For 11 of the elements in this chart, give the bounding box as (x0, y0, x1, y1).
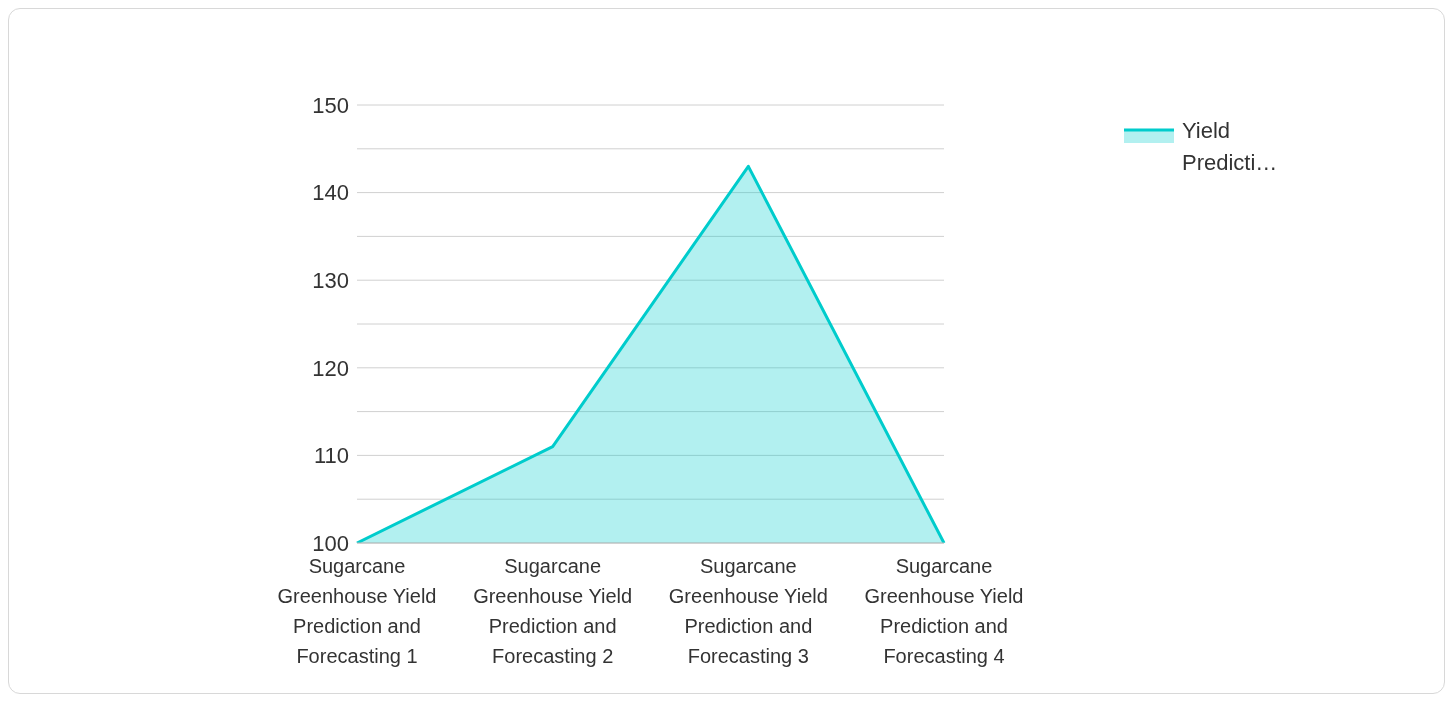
x-tick-label: Sugarcane Greenhouse Yield Prediction and Forecasting 2 (473, 555, 633, 667)
y-tick-label: 120 (312, 355, 349, 381)
legend-label: Yield Predicti… (1182, 117, 1279, 177)
y-tick-label: 140 (312, 180, 349, 206)
y-tick-label: 100 (312, 530, 349, 556)
x-tick-label: Sugarcane Greenhouse Yield Prediction and Forecasting 1 (277, 555, 437, 667)
y-tick-label: 150 (312, 92, 349, 118)
x-tick-label: Sugarcane Greenhouse Yield Prediction and Forecasting 3 (668, 555, 828, 667)
x-tick-label: Sugarcane Greenhouse Yield Prediction and Forecasting 4 (864, 555, 1024, 667)
y-tick-label: 110 (313, 443, 349, 469)
y-tick-label: 130 (312, 268, 349, 294)
